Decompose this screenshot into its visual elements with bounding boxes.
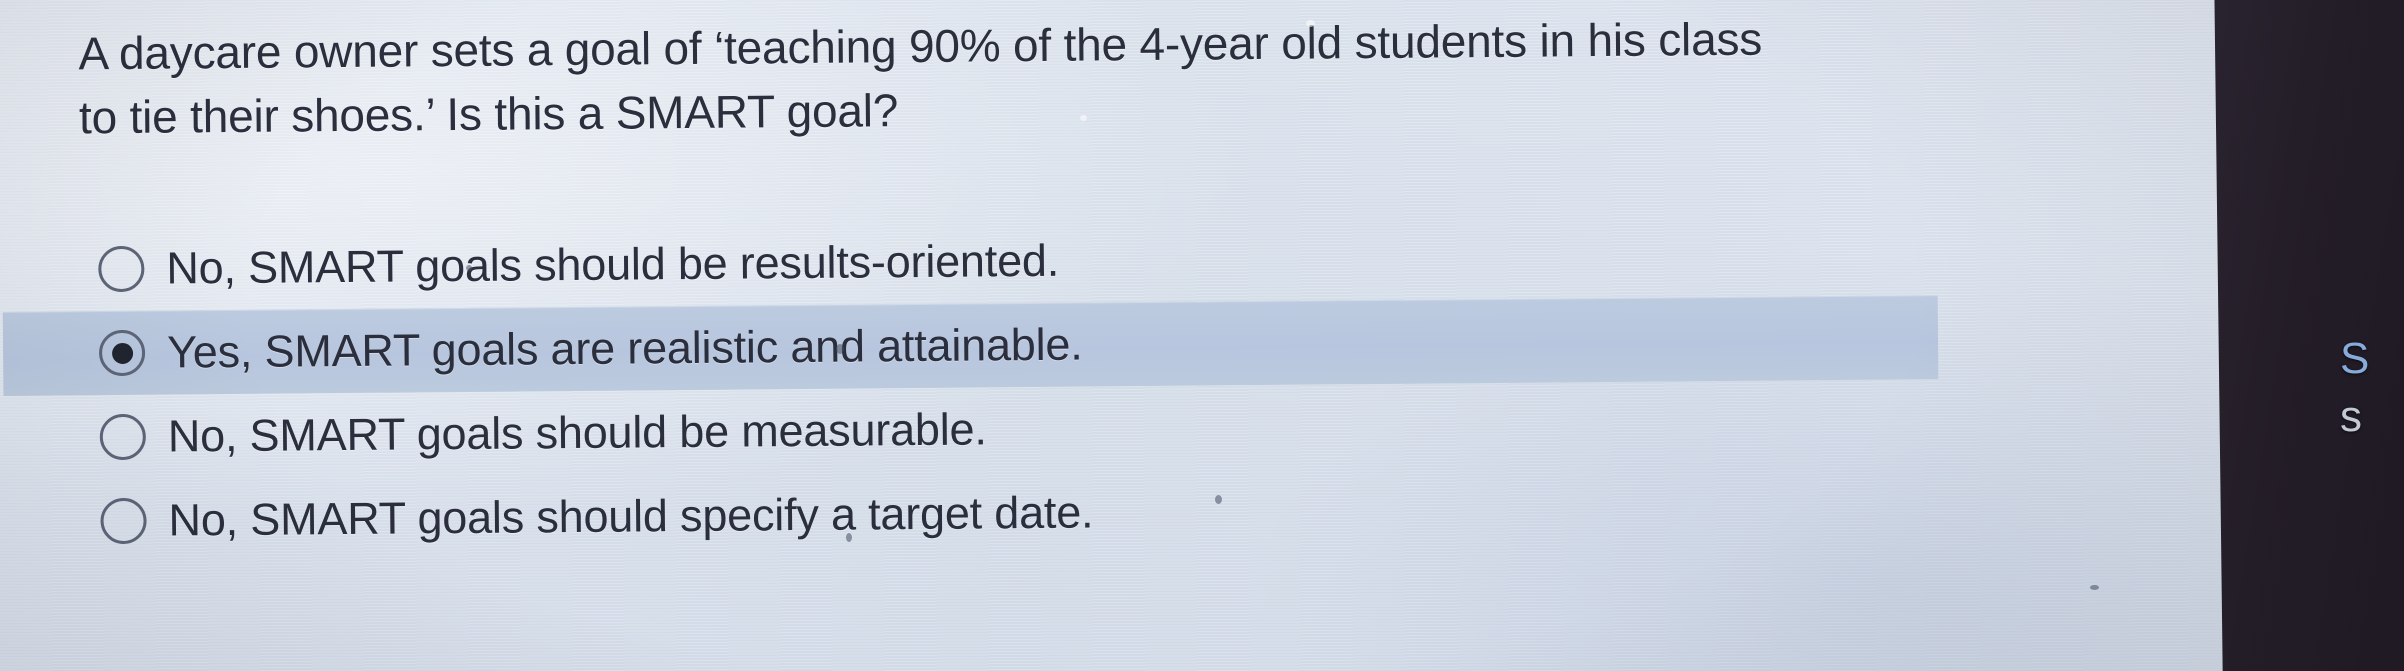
question-text: A daycare owner sets a goal of ‘teaching… (78, 4, 2039, 149)
edge-glyph-bottom: s (2340, 392, 2362, 441)
question-content: A daycare owner sets a goal of ‘teaching… (0, 0, 2256, 671)
option-label-2: Yes, SMART goals are realistic and attai… (166, 318, 1083, 378)
radio-button-icon-3[interactable] (99, 413, 147, 461)
radio-button-icon-1[interactable] (98, 245, 145, 293)
edge-panel-cut-off-text: S s (2340, 330, 2400, 446)
option-label-3: No, SMART goals should be measurable. (167, 403, 987, 462)
edge-glyph-top: S (2340, 334, 2370, 383)
answer-options-list: No, SMART goals should be results-orient… (2, 208, 2255, 564)
option-label-1: No, SMART goals should be results-orient… (166, 234, 1060, 294)
radio-button-icon-4[interactable] (100, 497, 147, 545)
option-label-4: No, SMART goals should specify a target … (168, 486, 1094, 546)
radio-button-icon-2[interactable] (98, 329, 146, 377)
